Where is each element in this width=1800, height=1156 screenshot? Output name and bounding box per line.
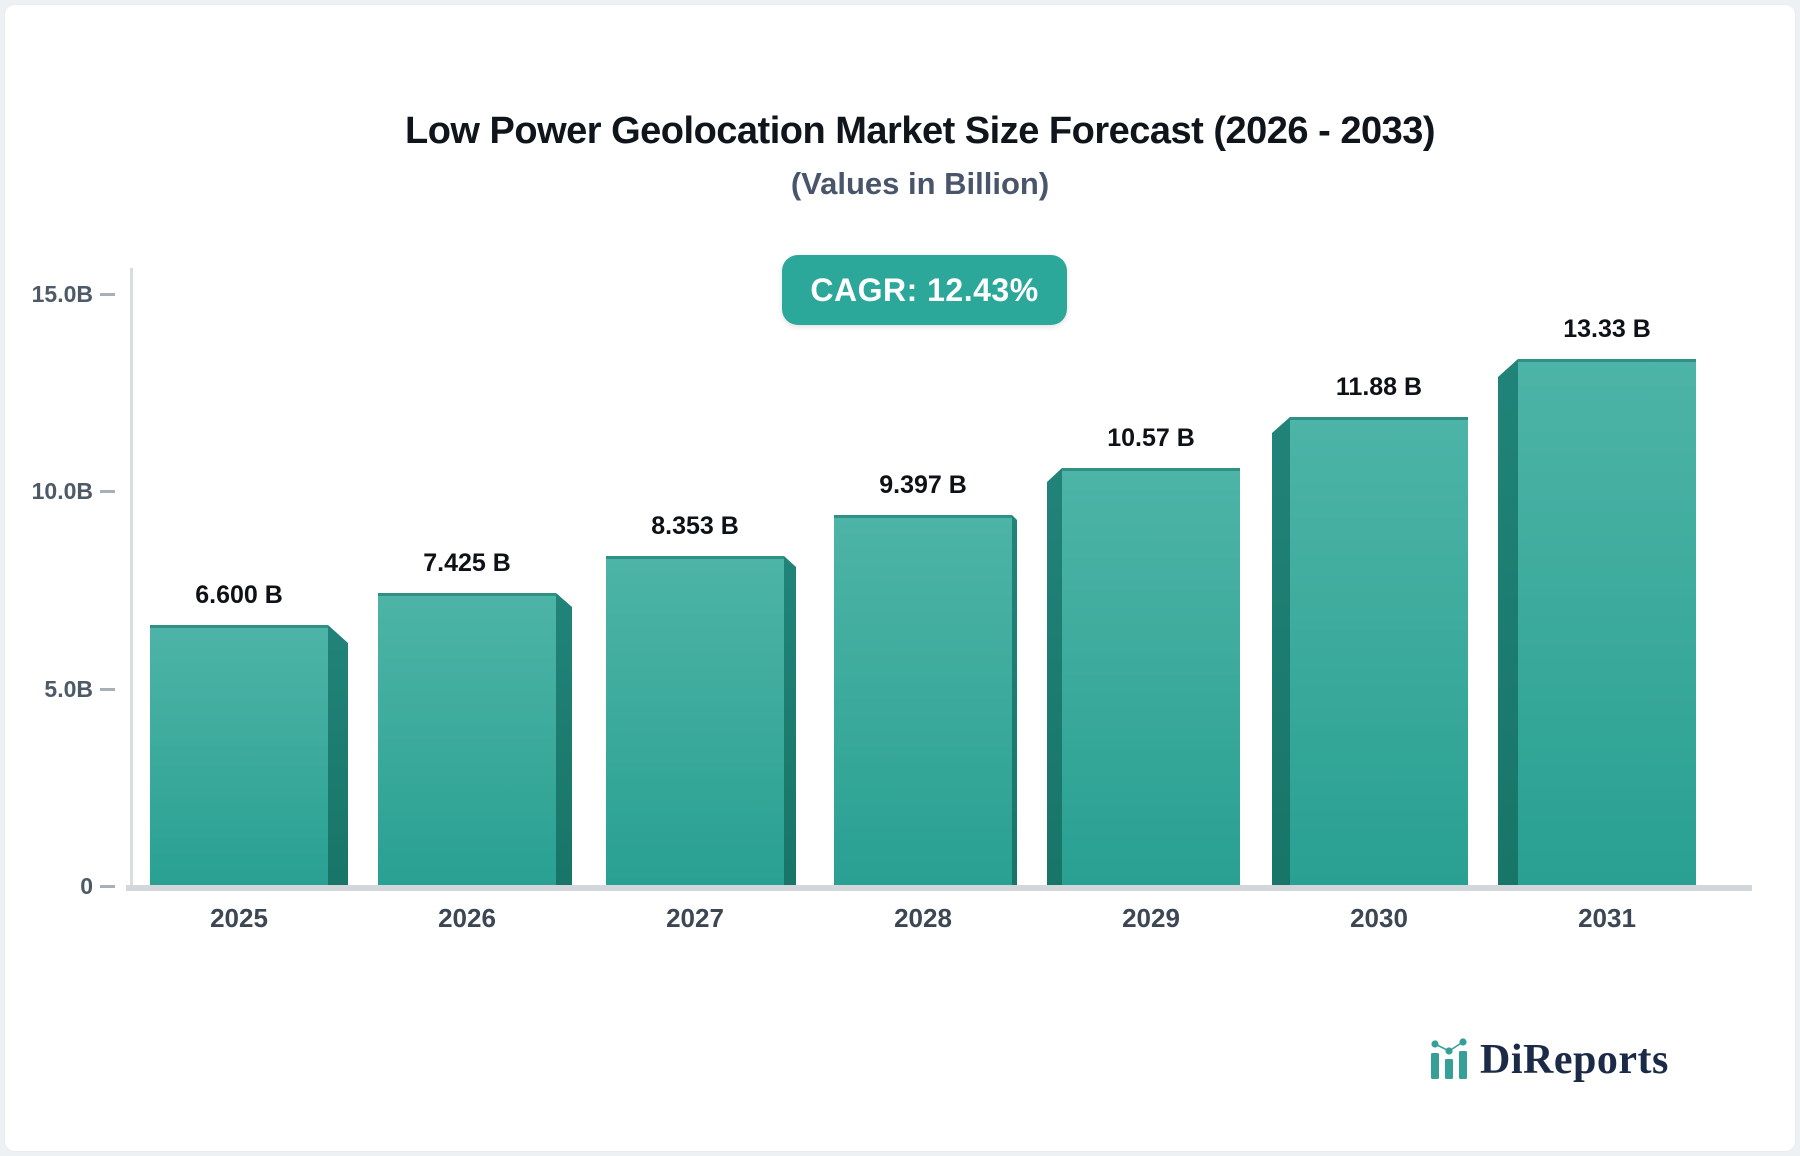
bar-2030[interactable] [1290,417,1468,889]
bar-side-2030 [1272,417,1290,886]
bar-side-2031 [1498,359,1518,886]
bar-2031[interactable] [1518,359,1696,889]
x-tick-label-2028: 2028 [894,903,952,933]
cagr-badge: CAGR: 12.43% [782,255,1067,325]
x-tick-label-2029: 2029 [1122,903,1180,933]
bar-side-2029 [1047,468,1062,886]
y-tick-label-0: 0 [80,873,93,899]
bar-2027[interactable] [606,556,784,889]
y-tick-mark [100,293,115,296]
x-axis-line [126,885,1752,891]
x-tick-label-2026: 2026 [438,903,496,933]
y-axis-line [130,268,133,888]
y-tick-mark [100,688,115,691]
bar-value-label-2031: 13.33 B [1563,315,1651,343]
x-tick-label-2027: 2027 [666,903,724,933]
bar-2028[interactable] [834,515,1012,889]
bar-side-2026 [556,593,572,886]
bar-side-2027 [784,556,796,886]
x-tick-label-2030: 2030 [1350,903,1408,933]
y-tick-mark [100,490,115,493]
bar-value-label-2028: 9.397 B [879,471,967,499]
y-tick-label-15.0B: 15.0B [31,281,93,307]
logo-text: DiReports [1480,1037,1669,1083]
bar-2029[interactable] [1062,468,1240,889]
bar-side-2028 [1012,515,1017,886]
bar-value-label-2027: 8.353 B [651,512,739,540]
bar-value-label-2030: 11.88 B [1335,373,1423,401]
y-tick-label-10.0B: 10.0B [31,478,93,504]
y-tick-mark [100,885,115,888]
bar-2025[interactable] [150,625,328,889]
direports-logo[interactable]: DiReports [1428,1036,1669,1084]
bar-value-label-2025: 6.600 B [195,581,283,609]
bar-value-label-2029: 10.57 B [1107,424,1195,452]
mini-bar-line-chart-icon [1431,1038,1467,1079]
x-tick-label-2031: 2031 [1578,903,1636,933]
bar-2026[interactable] [378,593,556,889]
x-tick-label-2025: 2025 [210,903,268,933]
y-tick-label-5.0B: 5.0B [44,676,93,702]
chart-subtitle: (Values in Billion) [790,166,1050,201]
bar-value-label-2026: 7.425 B [423,549,511,577]
chart-title: Low Power Geolocation Market Size Foreca… [404,110,1436,152]
bar-side-2025 [328,625,348,886]
